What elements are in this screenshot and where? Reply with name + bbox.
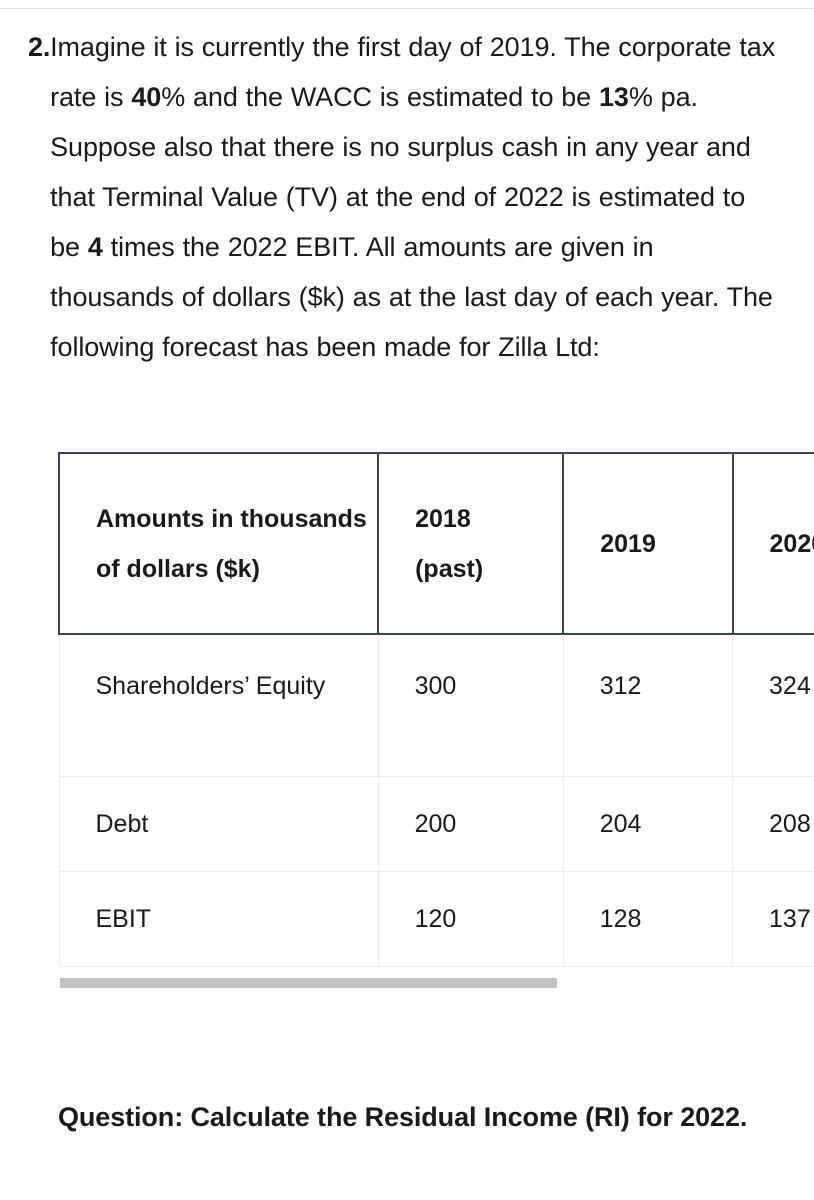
table-row: EBIT 120 128 137 [58, 870, 814, 967]
column-header-2018: 2018 (past) [377, 452, 565, 635]
cell-ebit-2020: 137 [732, 870, 814, 967]
column-header-2019: 2019 [562, 452, 734, 635]
forecast-table-head: Amounts in thousands of dollars ($k) 201… [58, 452, 814, 635]
stem-seg-2: % and the WACC is estimated to be [161, 82, 599, 112]
question-prompt: Question: Calculate the Residual Income … [58, 1102, 748, 1132]
row-label-shareholders-equity: Shareholders’ Equity [58, 633, 379, 777]
table-row: Debt 200 204 208 [58, 775, 814, 872]
forecast-table: Amounts in thousands of dollars ($k) 201… [58, 452, 814, 967]
column-header-amounts: Amounts in thousands of dollars ($k) [58, 452, 380, 635]
table-row: Shareholders’ Equity 300 312 324 [58, 633, 814, 777]
table-header-row: Amounts in thousands of dollars ($k) 201… [58, 452, 814, 635]
stem-seg-4: % pa. Suppose also that there is no surp… [50, 82, 751, 262]
cell-ebit-2018: 120 [377, 870, 564, 967]
cell-ebit-2019: 128 [562, 870, 734, 967]
question-body: Imagine it is currently the first day of… [50, 22, 780, 372]
table-horizontal-scrollbar[interactable] [60, 978, 812, 988]
stem-seg-0: Imagine it is currently the first day of… [50, 32, 776, 112]
forecast-table-scroll-container[interactable]: Amounts in thousands of dollars ($k) 201… [58, 452, 814, 967]
table-horizontal-scrollbar-thumb[interactable] [60, 978, 557, 988]
question-number: 2. [28, 32, 51, 62]
column-header-2018-note: (past) [415, 554, 484, 583]
stem-seg-1-tax-rate: 40 [131, 82, 162, 112]
row-label-ebit: EBIT [58, 870, 379, 967]
cell-shareholders-equity-2020: 324 [732, 633, 814, 777]
stem-seg-6: times the 2022 EBIT. All amounts are giv… [50, 232, 773, 362]
stem-seg-5-tv-multiple: 4 [87, 232, 103, 262]
forecast-table-body: Shareholders’ Equity 300 312 324 Debt 20… [58, 633, 814, 967]
top-divider [0, 8, 814, 9]
cell-debt-2020: 208 [732, 775, 814, 872]
column-header-2018-year: 2018 [415, 504, 471, 533]
question-stem: 2. Imagine it is currently the first day… [28, 22, 780, 372]
stem-seg-3-wacc: 13 [599, 82, 629, 112]
cell-debt-2019: 204 [562, 775, 734, 872]
cell-debt-2018: 200 [377, 775, 564, 872]
cell-shareholders-equity-2018: 300 [377, 633, 564, 777]
column-header-2020: 2020 [731, 452, 814, 635]
row-label-debt: Debt [58, 775, 379, 872]
cell-shareholders-equity-2019: 312 [562, 633, 734, 777]
